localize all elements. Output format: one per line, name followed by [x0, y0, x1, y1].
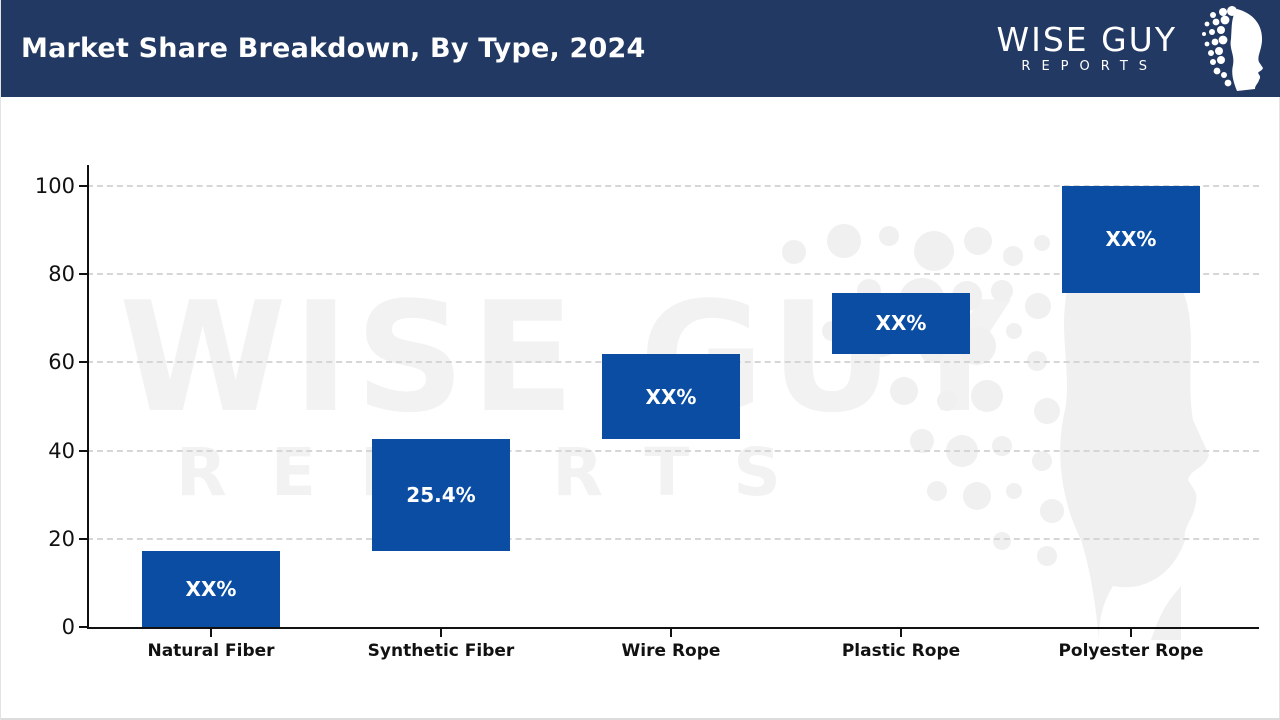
x-axis-tick [1130, 629, 1132, 637]
bar-plastic-rope: XX% [832, 292, 970, 355]
logo-face-icon [1202, 5, 1263, 91]
bar-value-label: XX% [185, 577, 237, 602]
y-axis-tick [79, 626, 87, 628]
category-label: Wire Rope [621, 641, 721, 661]
gridline [87, 185, 1259, 187]
bar-polyester-rope: XX% [1062, 186, 1200, 293]
y-tick-label: 100 [34, 174, 75, 198]
x-axis [87, 627, 1259, 629]
gridline [87, 537, 1259, 540]
y-tick-label: 0 [61, 615, 75, 639]
bar-natural-fiber: XX% [142, 551, 280, 627]
logo-primary-text: WISE GUY [996, 20, 1177, 59]
bottom-border-line [1, 718, 1280, 720]
bar-value-label: 25.4% [406, 483, 476, 508]
y-axis [87, 165, 89, 629]
x-axis-tick [900, 629, 902, 637]
y-axis-tick [79, 537, 87, 540]
y-tick-label: 40 [48, 438, 75, 463]
gridline [87, 273, 1259, 276]
x-axis-tick [210, 629, 212, 637]
category-label: Polyester Rope [1058, 641, 1204, 661]
bar-synthetic-fiber: 25.4% [372, 439, 510, 552]
x-axis-tick [670, 629, 672, 637]
logo-secondary-text: REPORTS [1021, 59, 1159, 74]
bar-wire-rope: XX% [602, 354, 740, 440]
y-axis-tick [79, 273, 87, 276]
bar-value-label: XX% [1105, 227, 1157, 252]
header-bar: Market Share Breakdown, By Type, 2024 WI… [1, 0, 1280, 97]
gridline [87, 449, 1259, 452]
y-tick-label: 20 [48, 526, 75, 551]
bar-value-label: XX% [645, 384, 697, 409]
category-label: Natural Fiber [147, 641, 275, 661]
bar-value-label: XX% [875, 311, 927, 336]
wiseguy-logo: WISE GUY REPORTS [996, 0, 1267, 97]
y-axis-tick [79, 449, 87, 452]
y-tick-label: 60 [48, 350, 75, 375]
y-axis-tick [79, 185, 87, 187]
category-label: Plastic Rope [841, 641, 961, 661]
x-axis-tick [440, 629, 442, 637]
y-tick-label: 80 [48, 262, 75, 287]
wiseguy-logo-text: WISE GUY REPORTS [996, 23, 1177, 74]
category-label: Synthetic Fiber [367, 641, 515, 661]
page-title: Market Share Breakdown, By Type, 2024 [21, 33, 646, 64]
y-axis-tick [79, 361, 87, 364]
